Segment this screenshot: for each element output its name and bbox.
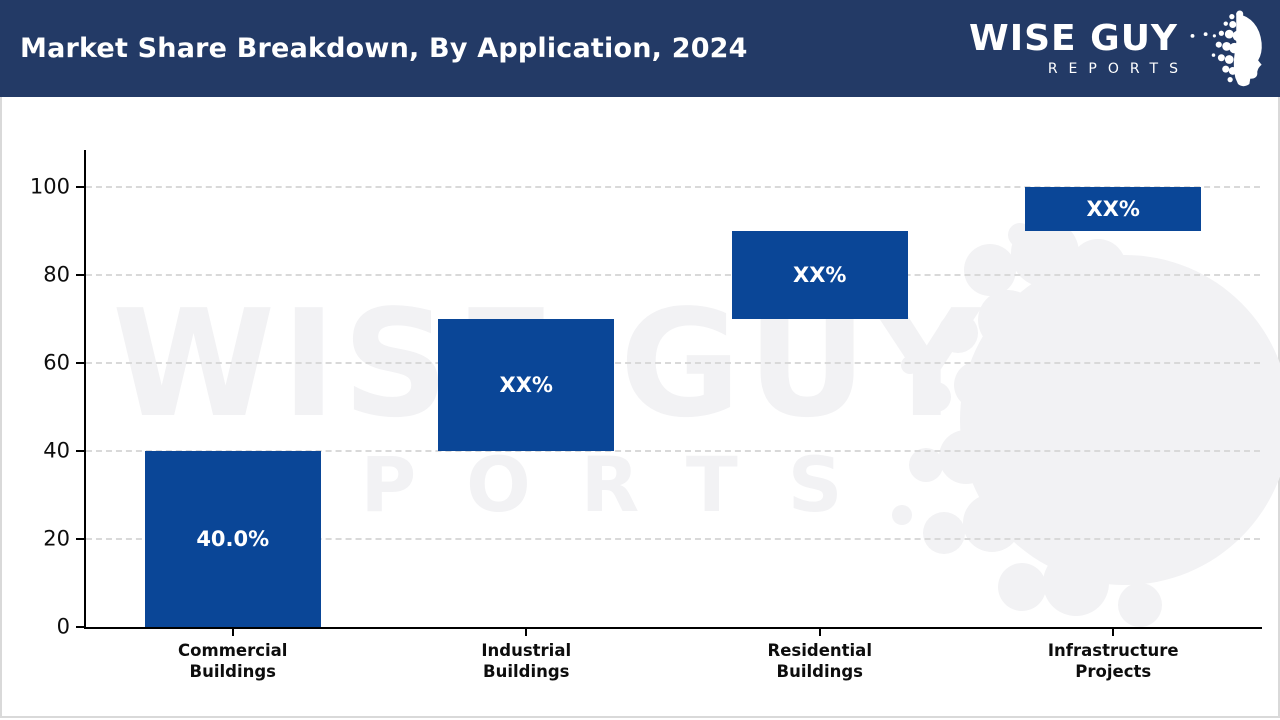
x-tick-mark-infrastructure-projects — [1112, 629, 1115, 636]
y-tick-mark-40 — [76, 450, 84, 452]
bar-residential-buildings: XX% — [731, 231, 908, 319]
bar-commercial-buildings: 40.0% — [144, 451, 321, 627]
logo-subtext: REPORTS — [1047, 60, 1189, 77]
x-axis-spine — [84, 627, 1262, 629]
y-tick-mark-0 — [76, 626, 84, 628]
bar-infrastructure-projects: XX% — [1025, 187, 1202, 231]
bar-value-label: XX% — [499, 373, 553, 397]
y-tick-label-100: 100 — [29, 174, 70, 199]
gridline-y60 — [86, 362, 1260, 364]
x-tick-mark-industrial-buildings — [525, 629, 528, 636]
y-tick-mark-60 — [76, 362, 84, 364]
bar-value-label: 40.0% — [196, 527, 270, 551]
logo-wordmark-block: WISE GUY REPORTS — [968, 17, 1178, 77]
y-tick-label-40: 40 — [43, 438, 70, 463]
gridline-y80 — [86, 274, 1260, 276]
bar-value-label: XX% — [793, 263, 847, 287]
bar-value-label: XX% — [1086, 197, 1140, 221]
logo-wordmark: WISE GUY — [968, 17, 1178, 59]
y-tick-mark-20 — [76, 538, 84, 540]
bar-industrial-buildings: XX% — [438, 319, 615, 451]
x-tick-mark-commercial-buildings — [231, 629, 234, 636]
x-tick-label-commercial-buildings: Commercial Buildings — [178, 641, 288, 682]
gridline-y40 — [86, 450, 1260, 452]
page-bottom-rule — [0, 716, 1280, 718]
y-tick-mark-80 — [76, 274, 84, 276]
y-axis-spine — [84, 150, 86, 629]
x-tick-mark-residential-buildings — [818, 629, 821, 636]
y-tick-mark-100 — [76, 186, 84, 188]
x-tick-label-industrial-buildings: Industrial Buildings — [481, 641, 572, 682]
y-tick-label-80: 80 — [43, 262, 70, 287]
gridline-y100 — [86, 186, 1260, 188]
y-tick-label-60: 60 — [43, 350, 70, 375]
x-tick-label-residential-buildings: Residential Buildings — [767, 641, 872, 682]
x-tick-label-infrastructure-projects: Infrastructure Projects — [1047, 641, 1179, 682]
y-tick-label-20: 20 — [43, 526, 70, 551]
wiseguy-head-icon — [1190, 10, 1262, 86]
y-tick-label-0: 0 — [56, 614, 70, 639]
gridline-y20 — [86, 538, 1260, 540]
header-bar: Market Share Breakdown, By Application, … — [0, 0, 1280, 97]
wiseguy-logo: WISE GUY REPORTS — [969, 6, 1266, 92]
chart-title: Market Share Breakdown, By Application, … — [20, 33, 748, 64]
